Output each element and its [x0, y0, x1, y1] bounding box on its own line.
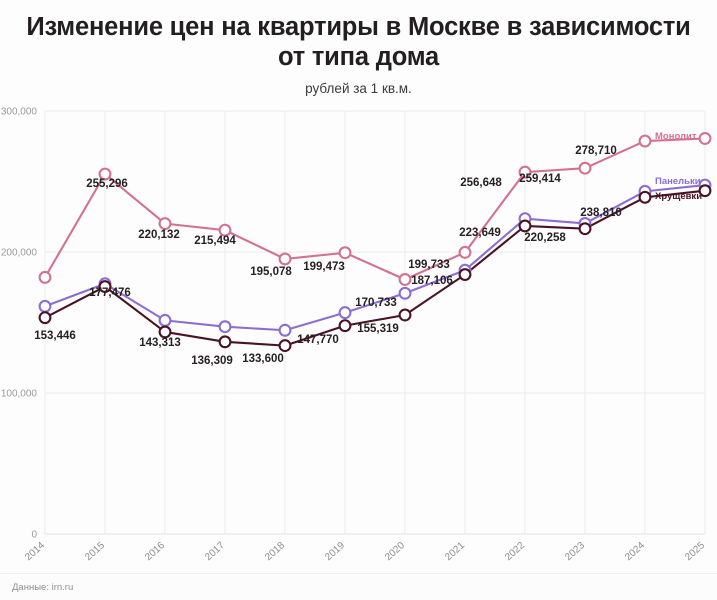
xtick-label-2019: 2019: [323, 540, 347, 563]
data-point-0-2017: [218, 223, 232, 237]
point-value-label: 147,770: [297, 334, 339, 346]
data-point-1-2018: [278, 323, 292, 337]
plot-area: 0 100,000 200,000 300,000 2014 2015 2016 2017 20…: [0, 96, 717, 573]
xtick-label-2014: 2014: [23, 540, 47, 563]
data-point-0-2014: [38, 271, 52, 284]
data-point-2-2018: [278, 339, 292, 353]
xtick-label-2020: 2020: [383, 540, 407, 563]
data-point-2-2022: [518, 219, 532, 233]
data-point-1-2020: [398, 286, 412, 300]
legend-label-2: Хрущевки: [655, 191, 702, 202]
data-point-0-2022: [518, 165, 532, 179]
point-value-label: 278,710: [575, 145, 617, 157]
xtick-label-2021: 2021: [443, 540, 467, 563]
point-value-label: 177,476: [89, 287, 131, 299]
series-line-1: [43, 184, 707, 332]
chart-footer: Данные: irn.ru: [0, 573, 717, 600]
point-value-label: 153,446: [34, 330, 76, 342]
legend-label-0: Монолит: [655, 131, 697, 142]
point-value-label: 136,309: [191, 355, 233, 367]
data-point-2-2019: [338, 319, 352, 333]
data-point-0-2020: [398, 273, 412, 287]
point-value-label: 220,258: [524, 232, 566, 244]
xtick-label-2023: 2023: [563, 540, 587, 563]
data-point-1-2014: [38, 299, 52, 313]
chart-header: Изменение цен на квартиры в Москве в зав…: [0, 0, 717, 96]
legend-label-1: Панельки: [655, 176, 701, 187]
xtick-label-2015: 2015: [83, 540, 107, 563]
data-point-0-2021: [458, 246, 472, 259]
data-point-2-2024: [638, 190, 652, 204]
data-point-1-2017: [218, 320, 232, 334]
data-point-0-2024: [638, 134, 652, 148]
point-value-label: 199,733: [408, 259, 450, 271]
xtick-label-2016: 2016: [143, 540, 167, 563]
point-value-label: 256,648: [460, 177, 502, 189]
data-point-0-2025: [698, 132, 712, 146]
point-value-label: 259,414: [519, 173, 561, 185]
chart-subtitle: рублей за 1 кв.м.: [305, 81, 412, 97]
xtick-label-2025: 2025: [683, 540, 707, 563]
ytick-label-300000: 300,000: [1, 107, 38, 118]
data-point-1-2016: [158, 314, 172, 327]
data-point-2-2016: [158, 325, 172, 339]
point-value-label: 133,600: [242, 353, 284, 365]
point-value-label: 220,132: [138, 229, 180, 241]
page-title: Изменение цен на квартиры в Москве в зав…: [26, 13, 691, 72]
point-value-label: 170,733: [355, 297, 397, 309]
ytick-label-100000: 100,000: [1, 389, 38, 400]
series-line-0: [43, 137, 707, 281]
data-point-2-2014: [38, 311, 52, 325]
data-point-2-2021: [458, 268, 472, 282]
data-point-0-2015: [98, 167, 112, 181]
line-chart-svg: 0 100,000 200,000 300,000 2014 2015 2016 2017 20…: [1, 107, 712, 563]
data-point-0-2016: [158, 217, 172, 231]
point-value-label: 199,473: [303, 261, 345, 273]
data-point-2-2025: [698, 184, 712, 198]
data-point-2-2020: [398, 308, 412, 322]
data-point-0-2023: [578, 161, 592, 175]
source-note: Данные: irn.ru: [12, 581, 74, 593]
point-value-label: 155,319: [357, 323, 399, 335]
point-value-label: 255,296: [86, 178, 128, 190]
point-value-label: 195,078: [250, 266, 292, 278]
ytick-label-0: 0: [31, 530, 37, 541]
data-point-2-2015: [98, 280, 112, 294]
data-point-2-2017: [218, 335, 232, 349]
data-point-2-2023: [578, 222, 592, 236]
ytick-label-200000: 200,000: [1, 248, 38, 259]
data-point-0-2018: [278, 252, 292, 266]
point-value-label: 143,313: [139, 337, 181, 349]
xtick-label-2017: 2017: [203, 540, 227, 563]
point-value-label: 223,649: [459, 227, 501, 239]
xtick-label-2018: 2018: [263, 540, 287, 563]
data-point-1-2019: [338, 306, 352, 320]
xtick-label-2022: 2022: [503, 540, 527, 563]
point-value-label: 238,810: [580, 207, 622, 219]
point-value-label: 187,106: [411, 275, 453, 287]
series-line-2: [43, 189, 707, 347]
data-point-0-2019: [338, 246, 352, 260]
point-value-label: 215,494: [194, 235, 236, 247]
xtick-label-2024: 2024: [623, 540, 647, 563]
